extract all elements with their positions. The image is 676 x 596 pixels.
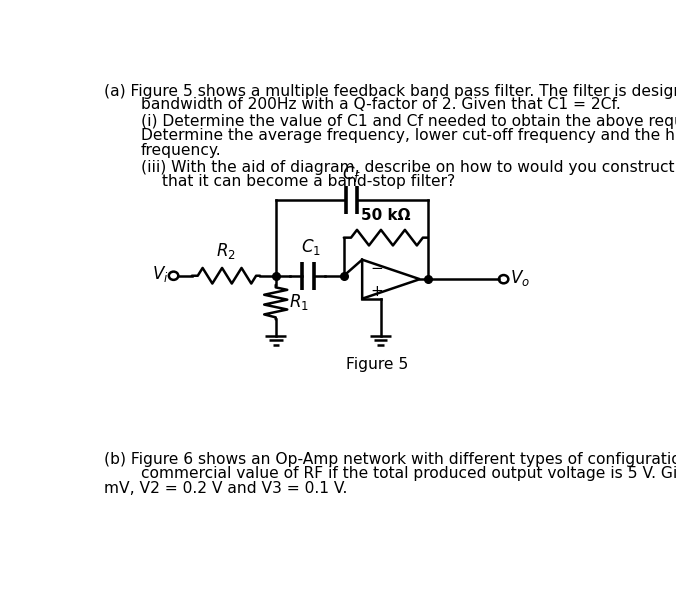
Text: $V_i$: $V_i$ — [152, 265, 168, 284]
Text: 50 kΩ: 50 kΩ — [361, 208, 410, 223]
Text: $C_f$: $C_f$ — [342, 164, 361, 184]
Text: Determine the average frequency, lower cut-off frequency and the higher cut-off: Determine the average frequency, lower c… — [141, 128, 676, 144]
Text: (i) Determine the value of C1 and Cf needed to obtain the above requirement.  (i: (i) Determine the value of C1 and Cf nee… — [141, 114, 676, 129]
Text: (b) Figure 6 shows an Op-Amp network with different types of configurations. Det: (b) Figure 6 shows an Op-Amp network wit… — [104, 452, 676, 467]
Text: $V_o$: $V_o$ — [510, 268, 530, 288]
Text: mV, V2 = 0.2 V and V3 = 0.1 V.: mV, V2 = 0.2 V and V3 = 0.1 V. — [104, 481, 347, 496]
Text: frequency.: frequency. — [141, 143, 222, 158]
Text: $-$: $-$ — [370, 259, 383, 274]
Text: $R_1$: $R_1$ — [289, 292, 309, 312]
Text: commercial value of RF if the total produced output voltage is 5 V. Given that V: commercial value of RF if the total prod… — [141, 466, 676, 481]
Text: $C_1$: $C_1$ — [301, 237, 320, 257]
Text: (iii) With the aid of diagram, describe on how to would you construct a new desi: (iii) With the aid of diagram, describe … — [141, 160, 676, 175]
Text: $R_2$: $R_2$ — [216, 241, 236, 261]
Text: $+$: $+$ — [370, 284, 383, 299]
Text: (a) Figure 5 shows a multiple feedback band pass filter. The filter is designed : (a) Figure 5 shows a multiple feedback b… — [104, 84, 676, 99]
Text: Figure 5: Figure 5 — [346, 357, 409, 372]
Text: bandwidth of 200Hz with a Q-factor of 2. Given that C1 = 2Cf.: bandwidth of 200Hz with a Q-factor of 2.… — [141, 97, 621, 112]
Text: that it can become a band-stop filter?: that it can become a band-stop filter? — [162, 174, 456, 190]
